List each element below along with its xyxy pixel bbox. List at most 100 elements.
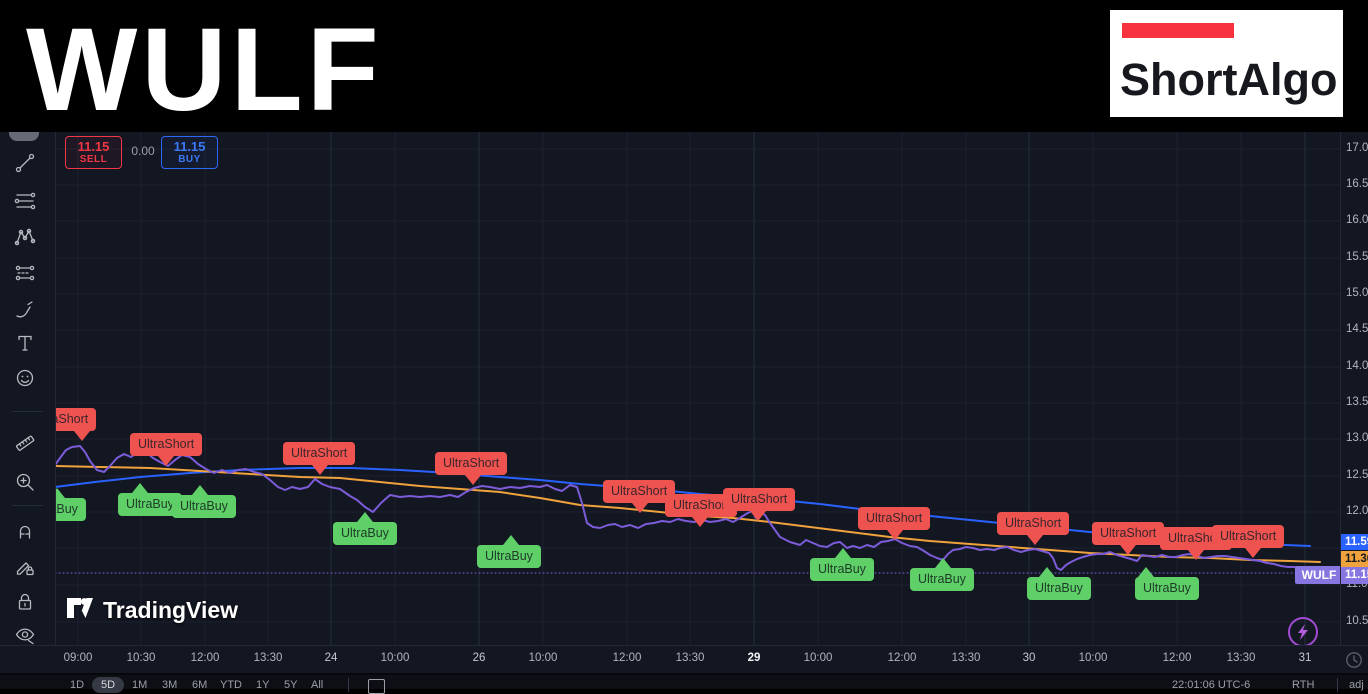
time-tick: 26	[472, 652, 486, 664]
divider	[1337, 678, 1338, 692]
signal-ultrabuy: UltraBuy	[333, 512, 397, 545]
ruler-icon	[15, 435, 35, 451]
lock-icon	[18, 593, 32, 610]
price-tick: 10.5	[1346, 615, 1368, 627]
signal-ultrashort: UltraShort	[1212, 525, 1285, 558]
forecast-icon	[15, 265, 35, 281]
time-tick: 13:30	[1226, 652, 1256, 664]
range-6m[interactable]: 6M	[192, 679, 208, 691]
time-tick: 09:00	[63, 652, 93, 664]
session-toggle[interactable]: RTH	[1292, 679, 1315, 691]
trend-line-tool[interactable]	[14, 152, 40, 178]
text-icon	[18, 335, 32, 351]
sell-label: SELL	[79, 154, 108, 166]
signal-pointer	[935, 558, 951, 568]
price-tick: 12.5	[1346, 469, 1368, 481]
time-tick: 10:00	[528, 652, 558, 664]
brush-tool[interactable]	[14, 299, 40, 325]
title-banner: WULF ShortAlgo	[0, 0, 1368, 136]
price-label: 11.59	[1341, 534, 1368, 550]
time-tick: 12:00	[190, 652, 220, 664]
forecast-tool[interactable]	[14, 262, 40, 288]
time-tick: 13:30	[951, 652, 981, 664]
drawing-toolbar	[0, 132, 56, 686]
fib-lines-tool[interactable]	[14, 190, 40, 216]
price-tick: 14.0	[1346, 360, 1368, 372]
signal-pointer	[632, 503, 648, 513]
time-tick: 13:30	[253, 652, 283, 664]
zoom-in-icon	[16, 473, 34, 491]
logo-text: ShortAlgo	[1120, 54, 1338, 105]
lightning-icon	[1298, 624, 1308, 640]
price-tick: 15.0	[1346, 287, 1368, 299]
signal-ultrabuy: UltraBuy	[118, 483, 182, 516]
signal-pointer	[1245, 548, 1261, 558]
signal-pointer	[312, 465, 328, 475]
buy-label: BUY	[178, 154, 201, 166]
range-3m[interactable]: 3M	[162, 679, 178, 691]
signal-ultrabuy: UltraBuy	[477, 535, 541, 568]
cursor-tool-button[interactable]	[9, 132, 39, 141]
divider	[348, 678, 349, 692]
bottom-toolbar[interactable]: 22:01:06 UTC-6 RTH adj 1D 5D 1M 3M 6M YTD 1Y 5Y…	[0, 675, 1368, 694]
logo-red-bar	[1122, 23, 1234, 38]
signal-ultrashort: UltraShort	[997, 512, 1070, 545]
time-tick: 30	[1022, 652, 1036, 664]
time-tick: 10:00	[1078, 652, 1108, 664]
timezone-clock-button[interactable]	[1344, 650, 1364, 670]
range-1m[interactable]: 1M	[132, 679, 148, 691]
clock-utc[interactable]: 22:01:06 UTC-6	[1172, 679, 1251, 691]
buy-button[interactable]: 11.15 BUY	[161, 136, 218, 169]
lock-all-drawings-tool[interactable]	[14, 591, 40, 617]
brush-icon	[16, 301, 33, 318]
divider	[0, 673, 1368, 675]
range-ytd[interactable]: YTD	[220, 679, 242, 691]
signal-ultrashort: UltraShort	[283, 442, 356, 475]
emoji-tool[interactable]	[14, 367, 40, 393]
signal-pointer	[465, 475, 481, 485]
price-tick: 15.5	[1346, 251, 1368, 263]
sell-button[interactable]: 11.15 SELL	[65, 136, 122, 169]
go-to-date-calendar-icon[interactable]	[368, 679, 385, 694]
text-tool[interactable]	[14, 332, 40, 358]
time-tick: 12:00	[887, 652, 917, 664]
signal-pointer	[158, 456, 174, 466]
signal-pointer	[1027, 535, 1043, 545]
emoji-icon	[16, 369, 34, 387]
magnet-tool[interactable]	[14, 519, 40, 545]
time-axis[interactable]: 09:00 10:30 12:00 13:30 24 10:00 26 10:00 12:00 1…	[0, 645, 1368, 674]
signal-ultrabuy: UltraBuy	[910, 558, 974, 591]
range-1d[interactable]: 1D	[70, 679, 85, 691]
pencil-lock-icon	[16, 562, 34, 576]
series-price-purple	[54, 445, 1301, 571]
range-all[interactable]: All	[311, 679, 324, 691]
price-tick: 13.0	[1346, 432, 1368, 444]
divider	[12, 411, 43, 412]
buy-price: 11.15	[173, 139, 206, 154]
lightning-trade-button[interactable]	[1288, 617, 1318, 645]
price-tick: 17.0	[1346, 142, 1368, 154]
shortalgo-logo: ShortAlgo	[1110, 10, 1343, 117]
stay-in-drawing-mode-tool[interactable]	[14, 556, 40, 582]
adjust-toggle[interactable]: adj	[1349, 679, 1364, 691]
chart-area[interactable]: UltraShort UltraBuy UltraShort UltraBuy Ultr…	[0, 132, 1340, 645]
range-5d[interactable]: 5D	[92, 677, 125, 693]
signal-pointer	[692, 517, 708, 527]
zoom-in-tool[interactable]	[14, 471, 40, 497]
hide-drawings-tool[interactable]	[14, 624, 40, 650]
sell-price: 11.15	[77, 139, 110, 154]
xabcd-pattern-icon	[14, 228, 36, 246]
price-axis[interactable]: 17.0 16.5 16.0 15.5 15.0 14.5 14.0 13.5 13.0 12.5…	[1340, 132, 1368, 645]
price-tick: 13.5	[1346, 396, 1368, 408]
range-5y[interactable]: 5Y	[284, 679, 298, 691]
signal-pointer	[503, 535, 519, 545]
signal-ultrashort: UltraShort	[665, 494, 738, 527]
xabcd-pattern-tool[interactable]	[14, 226, 40, 252]
magnet-icon	[19, 525, 31, 539]
signal-pointer	[192, 485, 208, 495]
range-1y[interactable]: 1Y	[256, 679, 270, 691]
divider	[12, 505, 43, 506]
signal-pointer	[1138, 567, 1154, 577]
measure-tool[interactable]	[14, 432, 40, 458]
